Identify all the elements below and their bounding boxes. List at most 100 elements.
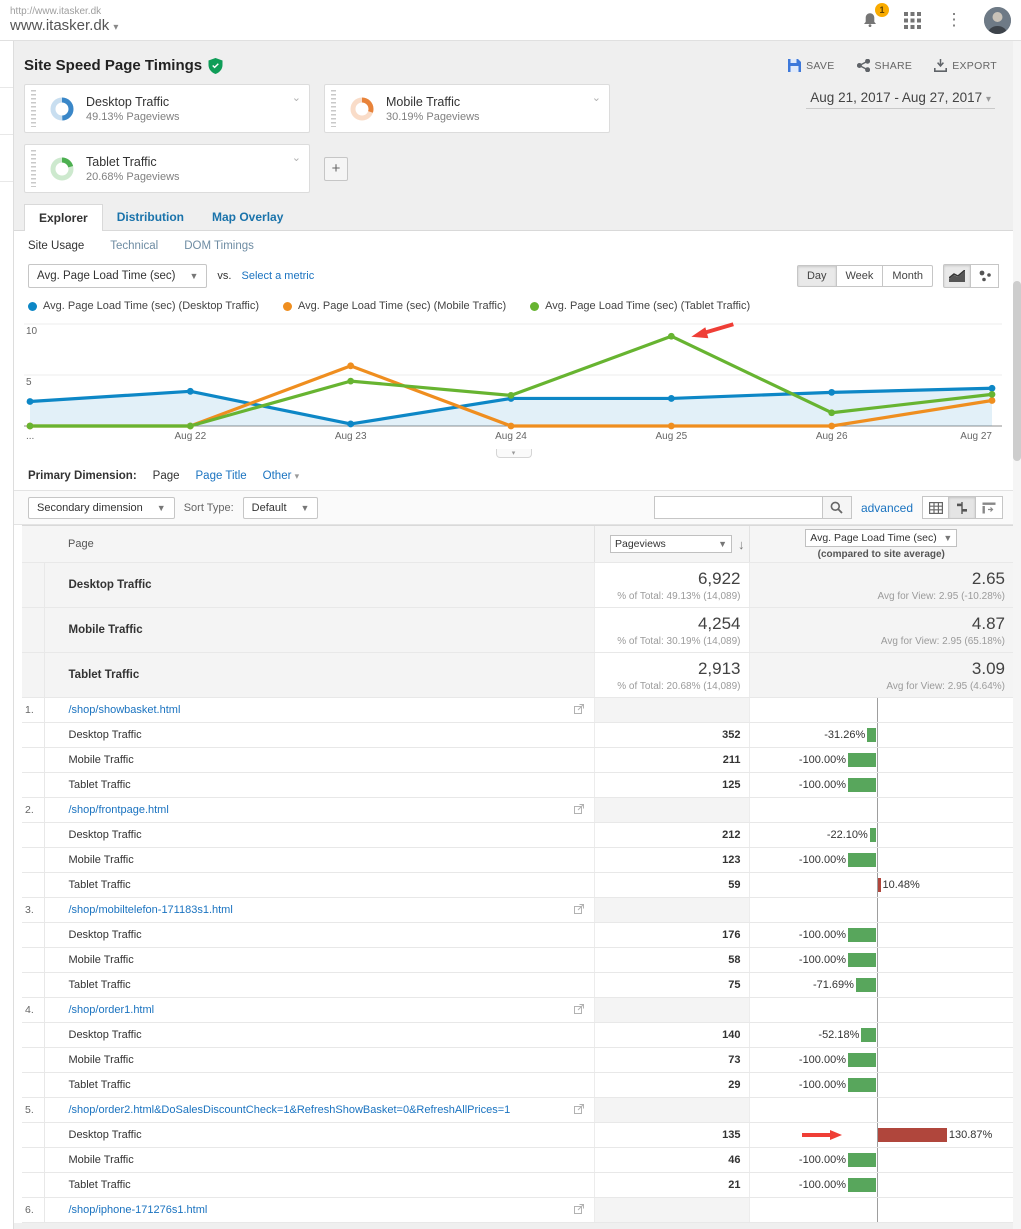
select-metric-link[interactable]: Select a metric bbox=[241, 270, 315, 282]
open-in-new-window-icon[interactable] bbox=[573, 1203, 584, 1217]
tab-distribution[interactable]: Distribution bbox=[116, 210, 185, 224]
avg-load-metric-dropdown[interactable]: Avg. Page Load Time (sec) ▼ bbox=[805, 528, 958, 547]
apps-grid-button[interactable] bbox=[900, 8, 924, 32]
page-link[interactable]: /shop/mobiltelefon-171183s1.html bbox=[68, 903, 233, 916]
report-table: Page Pageviews ▼ ↓ Avg. Page Load bbox=[22, 525, 1013, 1223]
data-point[interactable] bbox=[667, 395, 675, 402]
page-link[interactable]: /shop/frontpage.html bbox=[68, 803, 169, 816]
segment-sub-row: Desktop Traffic 352 -31.26% bbox=[22, 722, 1013, 748]
advanced-filter-link[interactable]: advanced bbox=[860, 500, 913, 515]
dimension-other[interactable]: Other ▾ bbox=[262, 470, 300, 482]
data-point[interactable] bbox=[347, 377, 355, 385]
dimension-page[interactable]: Page bbox=[152, 470, 180, 482]
chevron-down-icon[interactable]: ⌄ bbox=[291, 92, 301, 104]
date-range-selector[interactable]: Aug 21, 2017 - Aug 27, 2017 ▾ bbox=[806, 88, 995, 109]
page-link[interactable]: /shop/iphone-171276s1.html bbox=[68, 1203, 208, 1216]
segment-donut-icon bbox=[50, 97, 74, 120]
account-switcher[interactable]: www.itasker.dk ▾ bbox=[10, 17, 119, 35]
data-point[interactable] bbox=[347, 362, 355, 370]
data-point[interactable] bbox=[186, 387, 194, 395]
data-point[interactable] bbox=[988, 397, 996, 404]
data-point[interactable] bbox=[26, 422, 34, 430]
data-point[interactable] bbox=[828, 388, 836, 396]
data-point[interactable] bbox=[347, 420, 355, 428]
data-point[interactable] bbox=[667, 422, 675, 430]
pageviews-metric-dropdown[interactable]: Pageviews ▼ bbox=[610, 535, 732, 553]
table-search-input[interactable] bbox=[653, 496, 822, 519]
open-in-new-window-icon[interactable] bbox=[573, 803, 584, 817]
open-in-new-window-icon[interactable] bbox=[573, 703, 584, 717]
notifications-button[interactable]: 1 bbox=[858, 3, 889, 32]
share-button[interactable]: SHARE bbox=[856, 59, 913, 72]
chevron-down-icon[interactable]: ⌄ bbox=[291, 152, 301, 164]
subtab-dom-timings[interactable]: DOM Timings bbox=[184, 240, 254, 252]
granularity-month-button[interactable]: Month bbox=[883, 265, 933, 287]
comparison-view-button[interactable] bbox=[949, 496, 976, 519]
rail-divider bbox=[0, 88, 13, 135]
bar-axis bbox=[876, 923, 878, 947]
secondary-dimension-dropdown[interactable]: Secondary dimension ▼ bbox=[28, 496, 175, 519]
data-point[interactable] bbox=[988, 384, 996, 392]
more-options-button[interactable]: ⋮ bbox=[942, 8, 966, 32]
delta-bar bbox=[848, 1153, 876, 1167]
vertical-dots-icon: ⋮ bbox=[945, 10, 963, 29]
delta-value: -100.00% bbox=[798, 954, 846, 966]
granularity-day-button[interactable]: Day bbox=[796, 265, 837, 287]
save-button[interactable]: SAVE bbox=[788, 59, 834, 72]
search-button[interactable] bbox=[821, 496, 852, 519]
open-in-new-window-icon[interactable] bbox=[573, 903, 584, 917]
open-in-new-window-icon[interactable] bbox=[573, 1103, 584, 1117]
summary-segment-label: Desktop Traffic bbox=[68, 579, 152, 591]
drag-handle-icon[interactable] bbox=[29, 150, 38, 187]
scrollbar[interactable] bbox=[1013, 41, 1021, 1229]
metric-dropdown[interactable]: Avg. Page Load Time (sec) ▼ bbox=[28, 264, 208, 288]
sub-row-segment-label: Tablet Traffic bbox=[68, 1079, 131, 1091]
drag-handle-icon[interactable] bbox=[29, 90, 38, 127]
chart-collapse-handle[interactable]: ▾ bbox=[495, 449, 532, 458]
granularity-week-button[interactable]: Week bbox=[836, 265, 884, 287]
subtab-technical[interactable]: Technical bbox=[110, 240, 159, 252]
line-chart-button[interactable] bbox=[943, 264, 971, 288]
segment-card-mobile[interactable]: Mobile Traffic 30.19% Pageviews ⌄ bbox=[324, 84, 610, 133]
tab-map-overlay[interactable]: Map Overlay bbox=[212, 210, 284, 224]
page-link[interactable]: /shop/order1.html bbox=[68, 1003, 155, 1016]
segment-card-tablet[interactable]: Tablet Traffic 20.68% Pageviews ⌄ bbox=[24, 144, 310, 193]
data-point[interactable] bbox=[988, 390, 996, 398]
dimension-page-title[interactable]: Page Title bbox=[195, 470, 247, 482]
data-point[interactable] bbox=[26, 398, 34, 405]
page-link[interactable]: /shop/showbasket.html bbox=[68, 703, 181, 716]
motion-chart-button[interactable] bbox=[971, 264, 999, 288]
y-axis-tick: 5 bbox=[26, 377, 32, 388]
data-view-button[interactable] bbox=[922, 496, 949, 519]
data-point[interactable] bbox=[507, 392, 515, 399]
tab-explorer[interactable]: Explorer bbox=[24, 204, 103, 231]
pageviews-value: 135 bbox=[722, 1129, 741, 1141]
sort-descending-icon[interactable]: ↓ bbox=[738, 536, 745, 552]
delta-bar bbox=[848, 953, 876, 967]
user-avatar[interactable] bbox=[984, 6, 1011, 34]
sort-type-dropdown[interactable]: Default ▼ bbox=[242, 496, 319, 519]
delta-bar bbox=[848, 1178, 876, 1192]
data-point[interactable] bbox=[667, 332, 675, 340]
chevron-down-icon[interactable]: ⌄ bbox=[591, 92, 601, 104]
timeseries-chart[interactable]: 5 10... Aug 22 Aug 23 Aug 24 Aug 25 Aug 26 Aug … bbox=[14, 314, 1013, 449]
drag-handle-icon[interactable] bbox=[329, 90, 338, 127]
bar-axis bbox=[876, 1098, 878, 1122]
add-segment-button[interactable]: + bbox=[324, 156, 348, 181]
page-column-header[interactable]: Page bbox=[44, 525, 594, 563]
segment-card-desktop[interactable]: Desktop Traffic 49.13% Pageviews ⌄ bbox=[24, 84, 310, 133]
summary-avg-load: 4.87 bbox=[971, 613, 1005, 633]
pageviews-value: 352 bbox=[722, 729, 741, 741]
pivot-view-button[interactable] bbox=[976, 496, 1003, 519]
export-button[interactable]: EXPORT bbox=[934, 59, 997, 72]
scrollbar-thumb[interactable] bbox=[1013, 281, 1021, 461]
segment-sub-row: Mobile Traffic 211 -100.00% bbox=[22, 747, 1013, 773]
subtab-site-usage[interactable]: Site Usage bbox=[28, 240, 85, 252]
page-link[interactable]: /shop/order2.html&DoSalesDiscountCheck=1… bbox=[68, 1103, 511, 1116]
data-point[interactable] bbox=[186, 422, 194, 430]
open-in-new-window-icon[interactable] bbox=[573, 1003, 584, 1017]
data-point[interactable] bbox=[828, 422, 836, 430]
data-point[interactable] bbox=[507, 422, 515, 430]
data-point[interactable] bbox=[828, 409, 836, 417]
left-nav-rail[interactable] bbox=[0, 41, 14, 1229]
